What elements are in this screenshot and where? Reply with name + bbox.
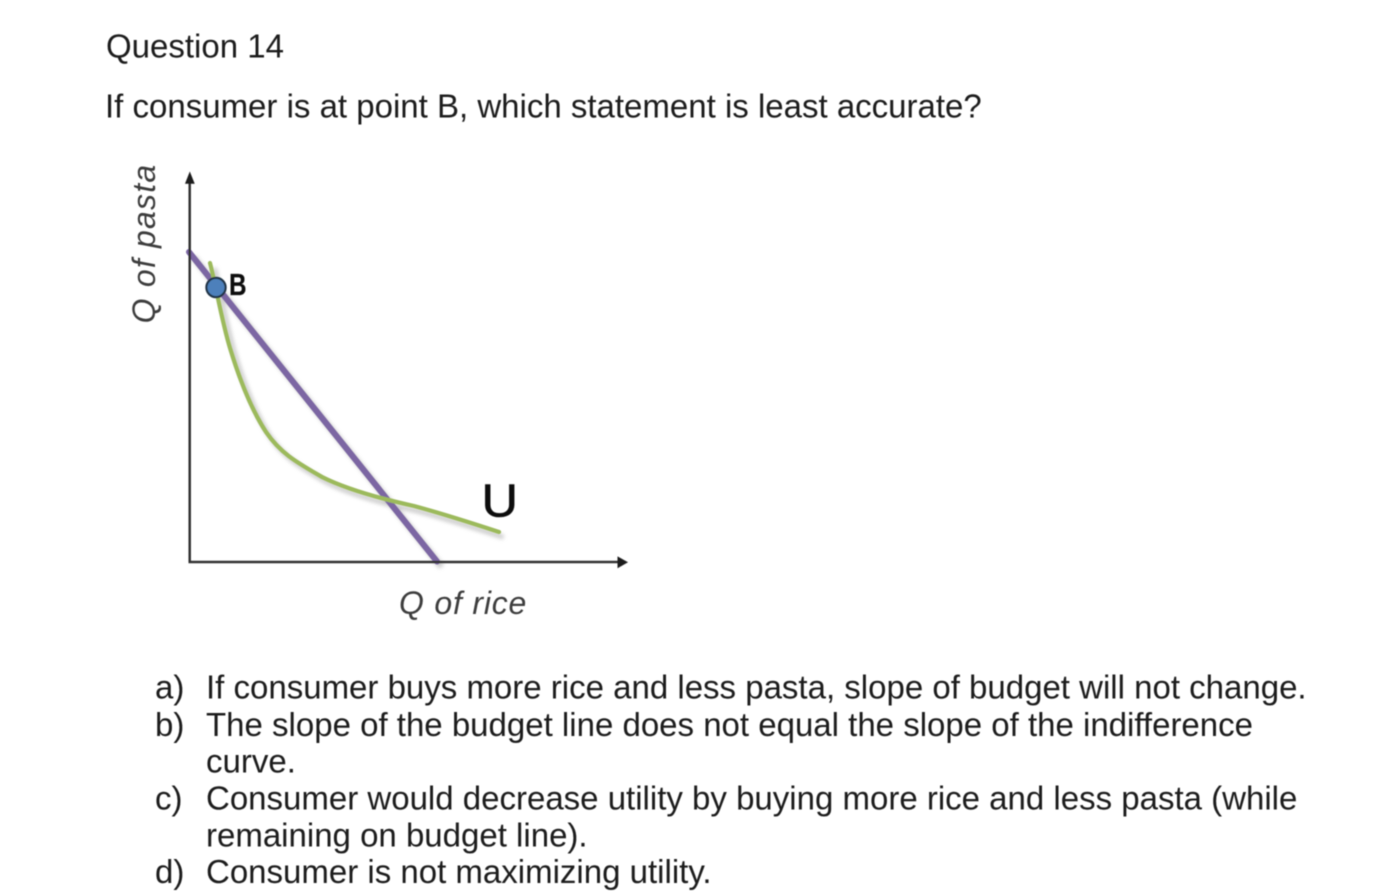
svg-text:remaining on budget line).: remaining on budget line). bbox=[206, 817, 588, 854]
svg-text:U: U bbox=[482, 475, 519, 527]
svg-text:The slope of the budget line d: The slope of the budget line does not eq… bbox=[206, 706, 1253, 743]
svg-text:Consumer would decrease utilit: Consumer would decrease utility by buyin… bbox=[206, 780, 1297, 817]
svg-text:b): b) bbox=[155, 706, 184, 743]
svg-text:B: B bbox=[229, 267, 247, 302]
svg-text:Consumer is not maximizing uti: Consumer is not maximizing utility. bbox=[206, 853, 712, 890]
svg-text:a): a) bbox=[155, 669, 184, 706]
svg-text:d): d) bbox=[155, 853, 184, 890]
svg-text:c): c) bbox=[155, 780, 183, 817]
svg-text:If consumer buys more rice and: If consumer buys more rice and less past… bbox=[206, 669, 1307, 706]
svg-text:Question 14: Question 14 bbox=[106, 28, 284, 65]
svg-text:If consumer is at point B, whi: If consumer is at point B, which stateme… bbox=[105, 87, 982, 124]
svg-text:Q of pasta: Q of pasta bbox=[126, 164, 162, 324]
svg-text:Q of rice: Q of rice bbox=[399, 585, 527, 621]
svg-text:curve.: curve. bbox=[206, 743, 296, 780]
